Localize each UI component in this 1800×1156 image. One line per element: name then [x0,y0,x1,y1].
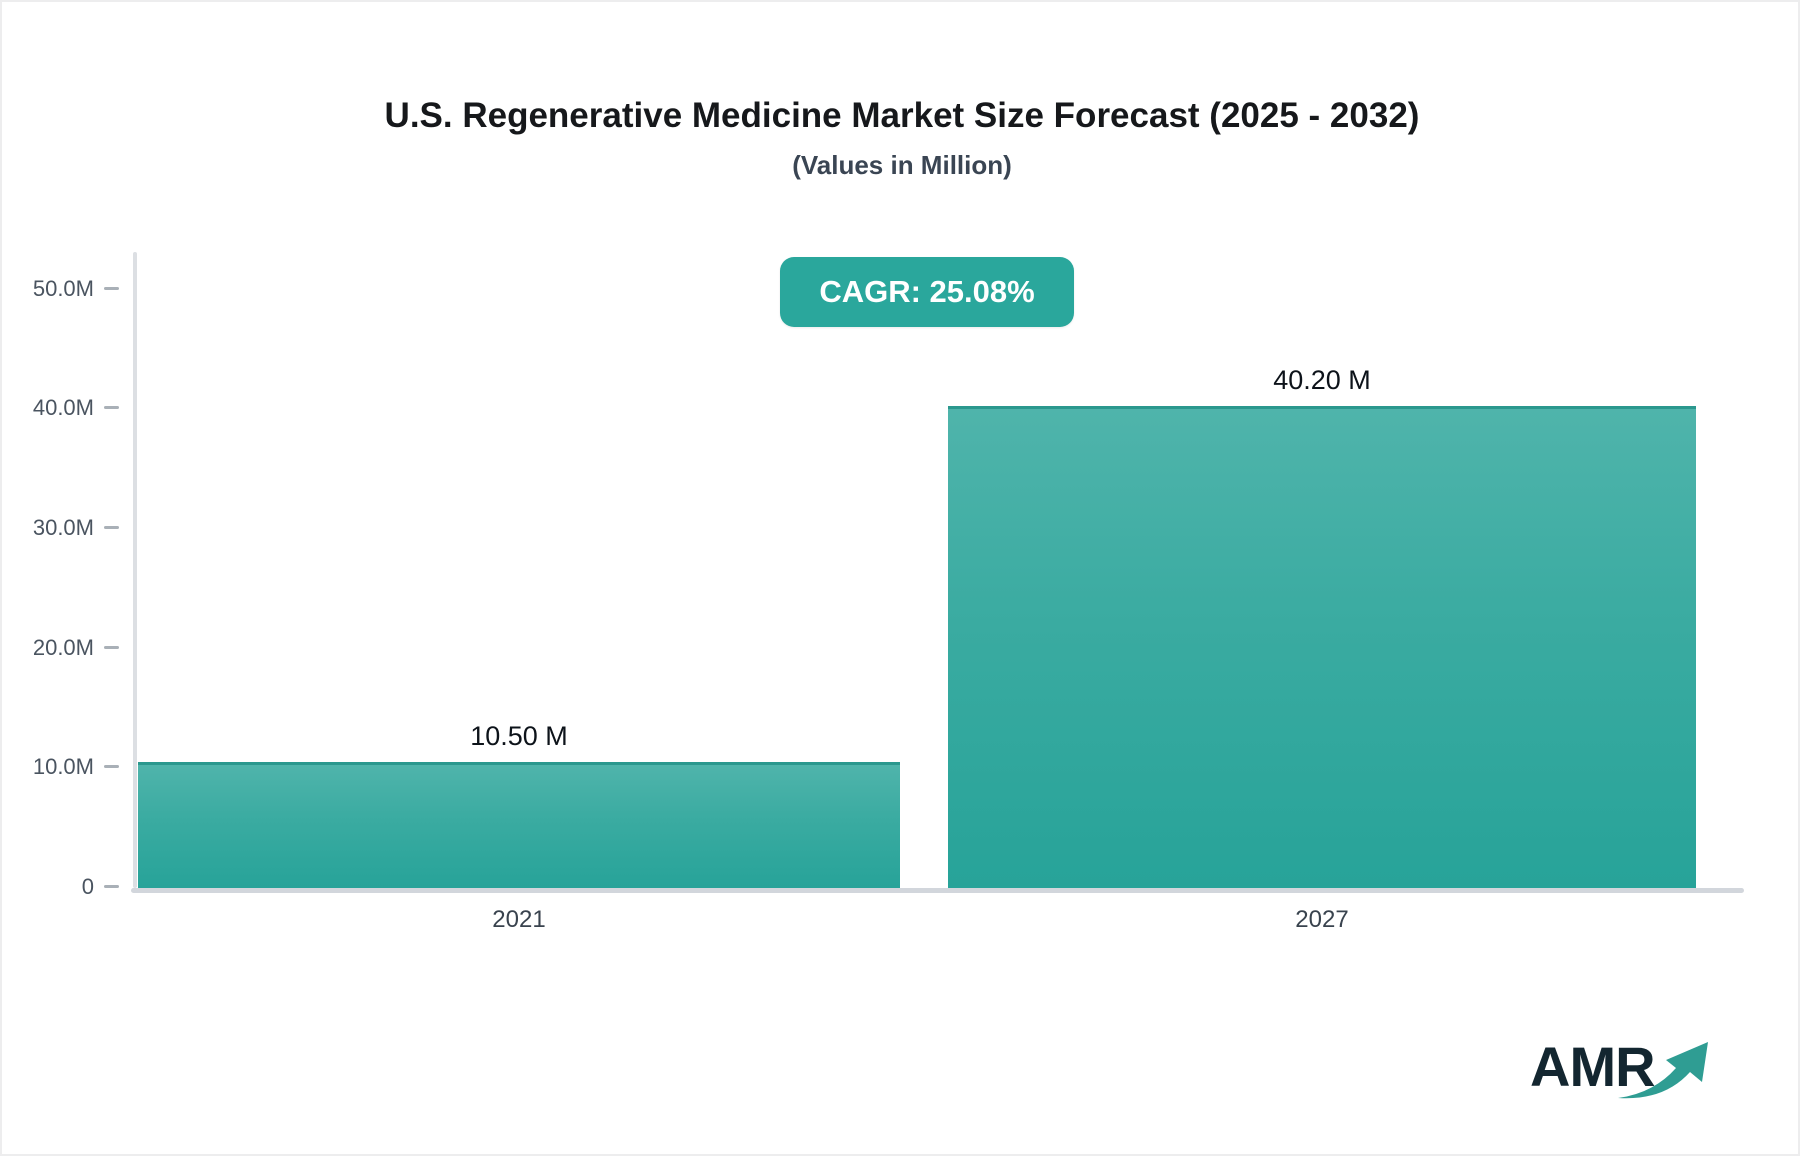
bar-2027 [948,406,1696,888]
chart-subtitle: (Values in Million) [792,150,1012,180]
bar-2021 [138,762,900,888]
y-axis-tick-mark [104,646,119,649]
plot-area: 10.50 M 40.20 M [135,289,1744,888]
bar-group-2027: 40.20 M [948,365,1696,888]
y-axis-tick-mark [104,885,119,888]
cagr-badge: CAGR: 25.08% [780,257,1074,327]
amr-logo: AMR [1530,1034,1730,1124]
y-axis-tick-label-0: 0 [81,874,94,899]
y-axis-tick-label-10m: 10.0M [32,754,94,779]
y-axis-tick-label-40m: 40.0M [32,395,94,420]
y-axis-tick-label-20m: 20.0M [32,635,94,660]
y-axis-tick-mark [104,406,119,409]
bar-value-label-2027: 40.20 M [1273,365,1371,395]
y-axis-tick-label-30m: 30.0M [32,515,94,540]
chart-title: U.S. Regenerative Medicine Market Size F… [384,96,1420,135]
y-axis-tick-mark [104,287,119,290]
cagr-badge-label: CAGR: 25.08% [819,274,1035,309]
y-axis-tick-label-50m: 50.0M [32,276,94,301]
y-axis-tick-mark [104,765,119,768]
bar-group-2021: 10.50 M [138,721,900,888]
bar-value-label-2021: 10.50 M [470,721,568,751]
x-axis-line [131,888,1744,893]
y-axis-line [133,252,137,888]
x-axis-category-2021: 2021 [492,906,546,933]
y-axis-tick-mark [104,526,119,529]
amr-logo-text: AMR [1530,1035,1656,1098]
x-axis-category-2027: 2027 [1295,906,1349,933]
growth-arrow-icon [1618,1042,1708,1099]
